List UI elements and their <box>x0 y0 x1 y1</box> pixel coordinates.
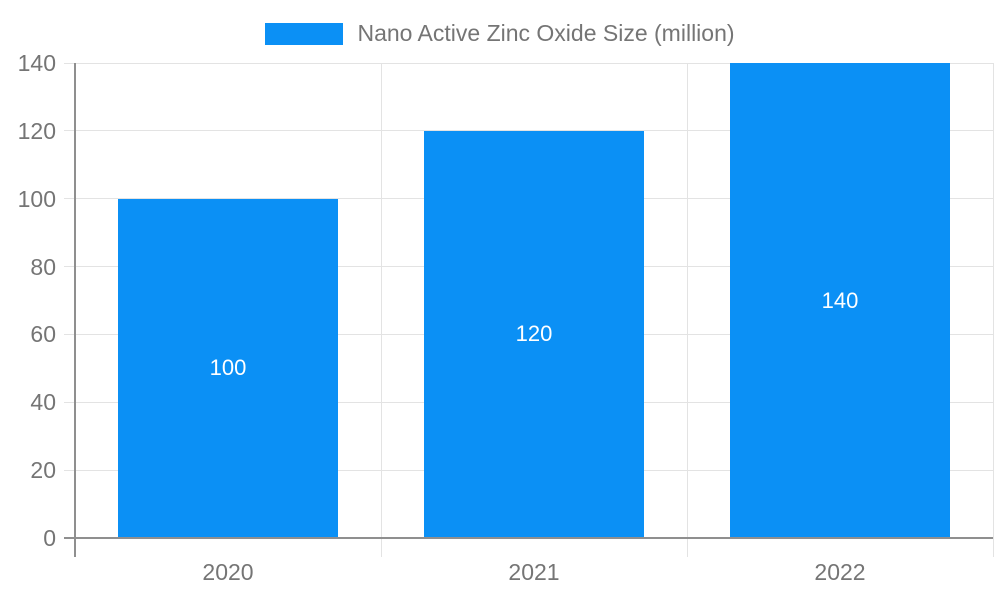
legend-label: Nano Active Zinc Oxide Size (million) <box>357 20 735 46</box>
y-tick-label-100: 100 <box>17 185 56 212</box>
x-tick-label-2021: 2021 <box>508 559 560 585</box>
y-axis-labels: 0 20 40 60 80 100 120 140 <box>0 50 56 551</box>
y-tick-label-0: 0 <box>43 525 56 551</box>
gridline-y-140 <box>64 62 993 64</box>
x-tick-label-2020: 2020 <box>202 559 254 585</box>
y-tick-label-120: 120 <box>17 117 56 144</box>
x-axis-line <box>64 537 993 539</box>
y-tick-label-20: 20 <box>30 457 56 484</box>
gridline-x-boundary-3 <box>992 63 994 557</box>
legend[interactable]: Nano Active Zinc Oxide Size (million) <box>0 20 1000 47</box>
x-tick-label-2022: 2022 <box>814 559 866 585</box>
bar-2020[interactable] <box>118 198 338 538</box>
gridline-x-boundary-1 <box>380 63 382 557</box>
y-axis-line <box>74 63 76 557</box>
bar-2021[interactable] <box>424 130 644 538</box>
bar-2022[interactable] <box>730 63 950 538</box>
legend-swatch <box>265 22 344 45</box>
bar-value-label-2021: 120 <box>515 321 553 347</box>
plot-area: 100 120 140 <box>64 62 994 557</box>
bar-value-label-2022: 140 <box>821 287 859 313</box>
x-axis-labels: 2020 2021 2022 <box>75 558 993 588</box>
gridline-x-boundary-2 <box>686 63 688 557</box>
y-tick-label-40: 40 <box>30 389 56 416</box>
y-tick-label-80: 80 <box>30 253 56 280</box>
y-tick-label-60: 60 <box>30 321 56 348</box>
bar-value-label-2020: 100 <box>209 355 247 381</box>
y-tick-label-140: 140 <box>17 50 56 76</box>
